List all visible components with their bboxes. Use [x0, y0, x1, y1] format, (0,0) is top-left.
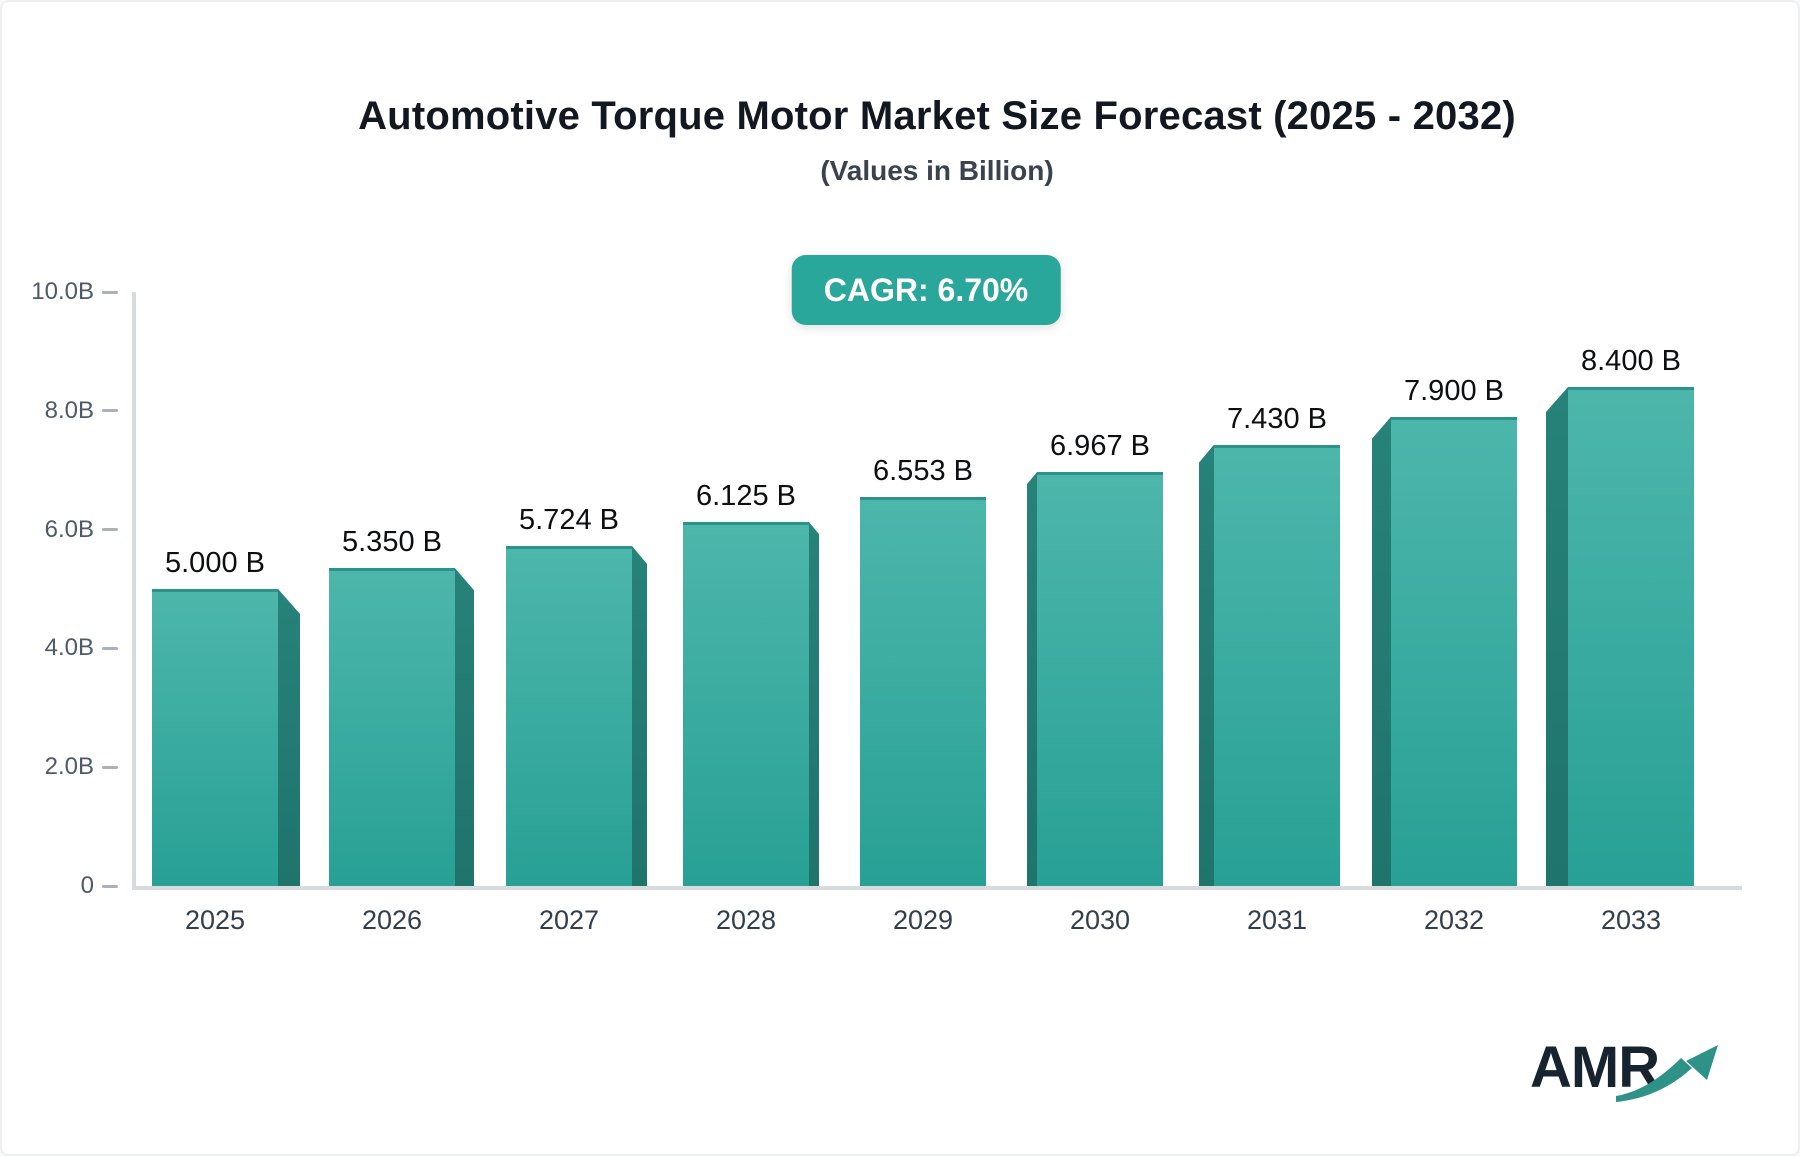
bar-side-3d [1372, 416, 1391, 886]
bar-face [1037, 472, 1163, 886]
y-axis-tick-label: 10.0B [31, 278, 94, 305]
x-axis-label-2026: 2026 [361, 905, 423, 935]
bar-side-3d [278, 589, 300, 886]
bar-value-label: 5.724 B [519, 503, 619, 536]
bar-value-label: 7.900 B [1404, 374, 1504, 407]
y-axis-line [132, 292, 136, 890]
bar-side-3d [1546, 387, 1568, 886]
bar-value-label: 6.967 B [1050, 430, 1150, 463]
y-axis-tick-label: 4.0B [44, 634, 94, 662]
bar-face [506, 545, 632, 886]
bar-2027 [506, 545, 647, 886]
bar-2032 [1372, 416, 1517, 886]
bar-value-label: 5.000 B [165, 547, 265, 579]
x-axis-label-2032: 2032 [1423, 905, 1485, 935]
bar-2026 [329, 568, 474, 886]
bar-face [1391, 416, 1517, 886]
bar-side-3d [455, 568, 474, 886]
bar-face [329, 568, 455, 886]
x-axis-label-2027: 2027 [538, 905, 600, 935]
chart-subtitle: (Values in Billion) [820, 155, 1054, 186]
bar-side-3d [1027, 472, 1037, 886]
amr-logo: AMR [1530, 1034, 1730, 1119]
bar-2033 [1546, 387, 1694, 886]
x-axis-label-2028: 2028 [715, 905, 777, 935]
bar-2031 [1199, 444, 1340, 886]
bar-value-label: 6.125 B [696, 480, 796, 513]
chart-header: Automotive Torque Motor Market Size Fore… [132, 2, 1742, 187]
bar-value-label: 7.430 B [1227, 402, 1327, 435]
bar-face [1568, 387, 1694, 886]
y-axis-tick-label: 2.0B [44, 753, 94, 781]
growth-arrow-icon [1616, 1045, 1718, 1102]
bar-2025 [152, 589, 300, 886]
x-axis-label-2025: 2025 [184, 905, 246, 935]
bar-2029 [860, 496, 986, 886]
y-axis-tick-label: 0 [80, 872, 94, 899]
bar-value-label: 6.553 B [873, 454, 973, 487]
x-axis-line [132, 886, 1742, 890]
chart-title: Automotive Torque Motor Market Size Fore… [358, 94, 1516, 138]
y-axis-tick-mark [102, 290, 118, 294]
y-axis-tick-mark [102, 646, 118, 650]
bar-value-label: 8.400 B [1581, 345, 1681, 378]
bar-2030 [1027, 472, 1163, 886]
bar-face [683, 522, 809, 886]
y-axis-tick-mark [102, 409, 118, 413]
bar-face [152, 589, 278, 886]
bar-side-3d [809, 522, 819, 886]
cagr-badge: CAGR: 6.70% [791, 255, 1061, 325]
y-axis-tick-mark [102, 528, 118, 532]
bar-value-label: 5.350 B [342, 526, 442, 559]
y-axis-tick-label: 8.0B [44, 396, 94, 424]
bar-side-3d [1199, 444, 1214, 886]
bar-2028 [683, 522, 819, 886]
y-axis-tick-label: 6.0B [44, 515, 94, 543]
x-axis-label-2029: 2029 [892, 905, 954, 935]
y-axis-tick-mark [102, 884, 118, 888]
x-axis-label-2031: 2031 [1246, 905, 1308, 935]
bar-face [860, 496, 986, 886]
bar-face [1214, 444, 1340, 886]
x-axis-label-2033: 2033 [1600, 905, 1662, 935]
bar-side-3d [632, 545, 647, 886]
x-axis-label-2030: 2030 [1069, 905, 1131, 935]
y-axis-tick-mark [102, 765, 118, 769]
